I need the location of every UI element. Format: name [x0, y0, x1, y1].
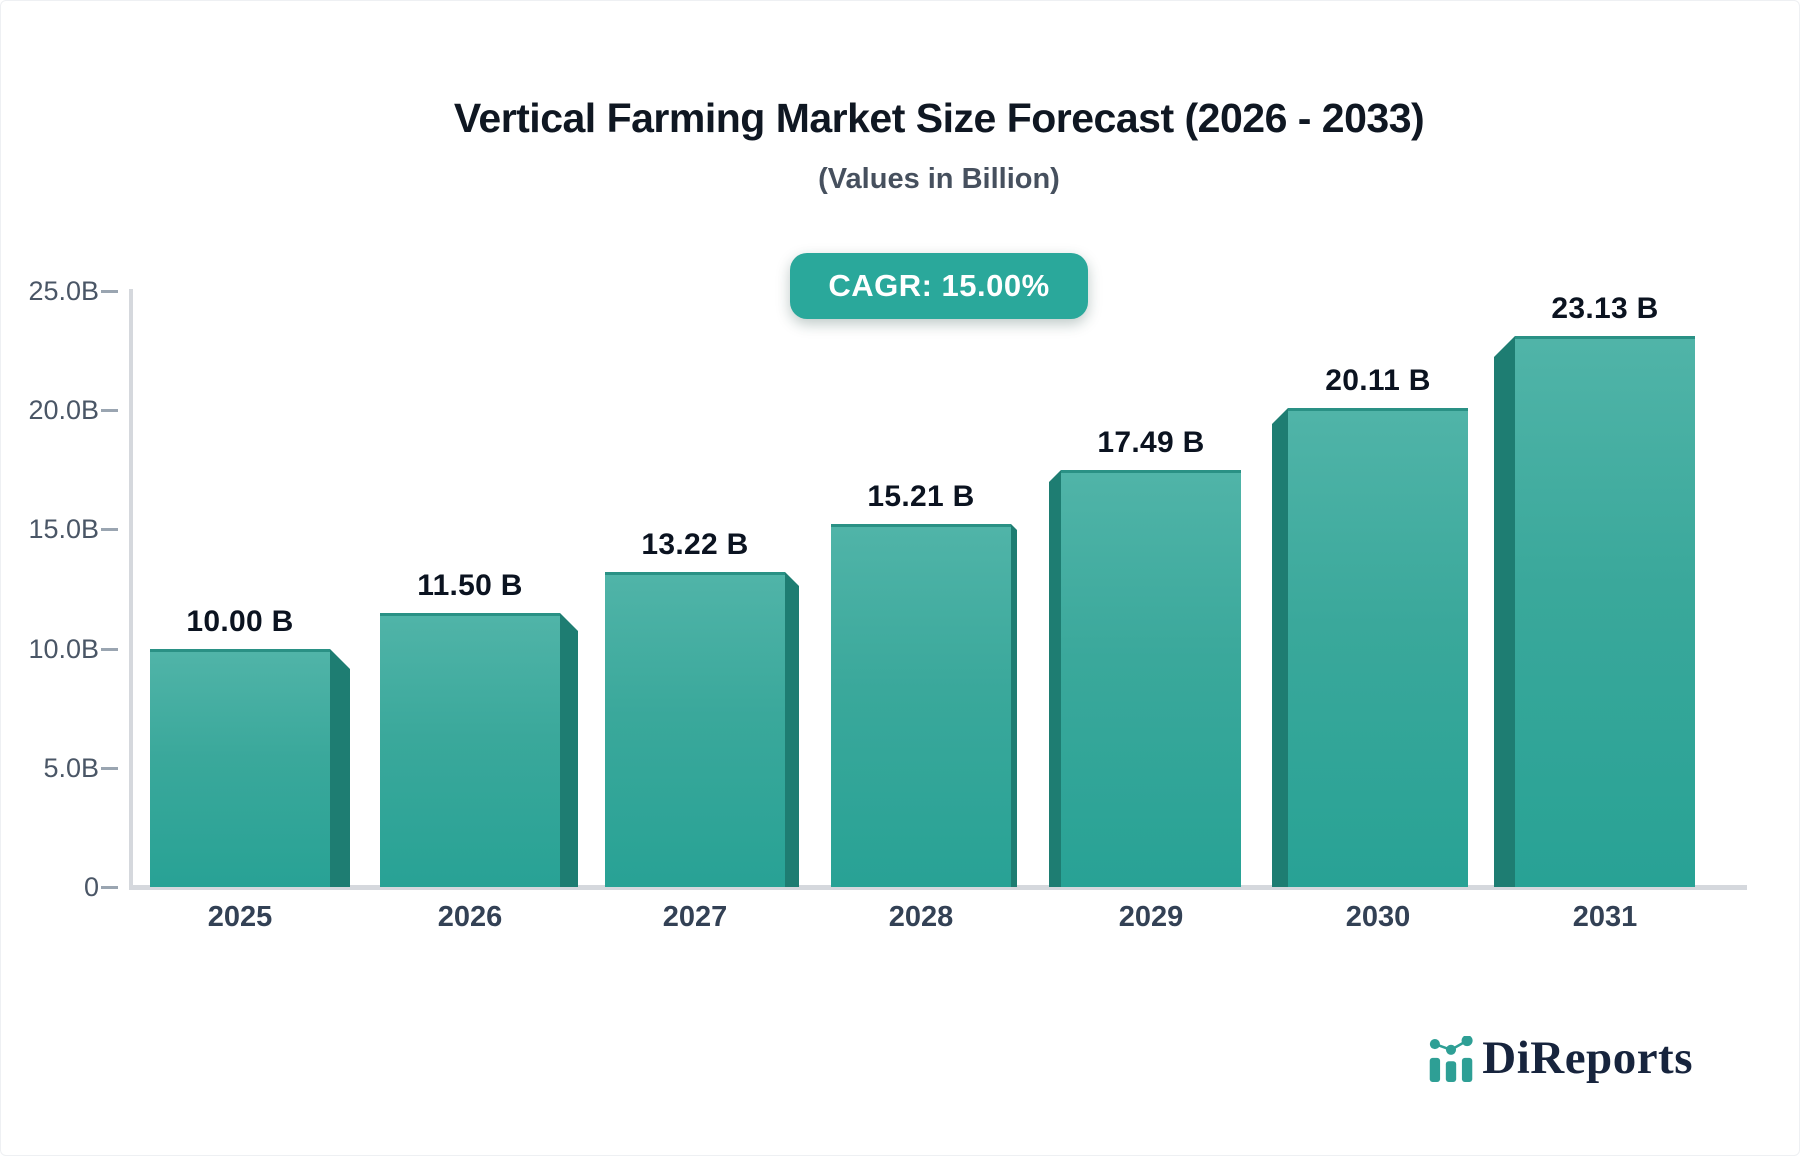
bar-value-label: 13.22 B: [641, 528, 749, 561]
y-axis-tick-label: 15.0B: [28, 514, 99, 544]
bar-2025: [150, 649, 330, 887]
chart-title: Vertical Farming Market Size Forecast (2…: [453, 95, 1425, 141]
bar-value-label: 23.13 B: [1551, 292, 1659, 325]
bar-side-face: [1011, 524, 1017, 887]
x-axis-line: [129, 885, 1747, 890]
bar-2028: [831, 524, 1011, 887]
bar-side-face: [785, 572, 799, 887]
bar-2026: [380, 613, 560, 887]
cagr-badge-row: CAGR: 15.00%: [132, 253, 1746, 319]
bar-2031: [1515, 336, 1695, 887]
y-axis-tick-label: 25.0B: [28, 276, 99, 306]
bar-2029: [1061, 470, 1241, 887]
bar-side-face: [1272, 408, 1288, 887]
cagr-badge: CAGR: 15.00%: [790, 253, 1088, 319]
bar-side-face: [560, 613, 578, 887]
chart-subtitle: (Values in Billion): [818, 163, 1060, 195]
x-axis-category-label: 2029: [1118, 901, 1184, 933]
y-axis-tick-mark: [101, 767, 118, 770]
x-axis-category-label: 2025: [207, 901, 273, 933]
y-axis-tick-mark: [101, 886, 118, 889]
y-axis-tick-mark: [101, 528, 118, 531]
bar-side-face: [1494, 336, 1515, 887]
y-axis-tick-mark: [101, 648, 118, 651]
bar-2030: [1288, 408, 1468, 887]
bar-side-face: [330, 649, 350, 887]
bar-value-label: 15.21 B: [867, 480, 975, 513]
x-axis-category-label: 2028: [888, 901, 954, 933]
bar-value-label: 20.11 B: [1325, 364, 1431, 397]
y-axis-tick-label: 20.0B: [28, 395, 99, 425]
y-axis-tick-label: 0: [83, 872, 99, 902]
y-axis-tick-mark: [101, 290, 118, 293]
bar-chart-with-trendline-logo-icon: [1429, 1036, 1473, 1082]
y-axis-line: [129, 289, 133, 887]
bar-value-label: 11.50 B: [417, 569, 523, 602]
x-axis-category-label: 2027: [662, 901, 728, 933]
bar-2027: [605, 572, 785, 887]
y-axis-tick-label: 10.0B: [28, 634, 99, 664]
bar-value-label: 10.00 B: [186, 605, 294, 638]
x-axis-category-label: 2030: [1345, 901, 1411, 933]
x-axis-category-label: 2026: [437, 901, 503, 933]
brand-logo: DiReports: [1429, 1035, 1693, 1082]
x-axis-category-label: 2031: [1572, 901, 1638, 933]
y-axis-tick-mark: [101, 409, 118, 412]
bar-value-label: 17.49 B: [1097, 426, 1205, 459]
bar-side-face: [1049, 470, 1061, 887]
y-axis-tick-label: 5.0B: [43, 753, 99, 783]
brand-name: DiReports: [1482, 1032, 1693, 1084]
